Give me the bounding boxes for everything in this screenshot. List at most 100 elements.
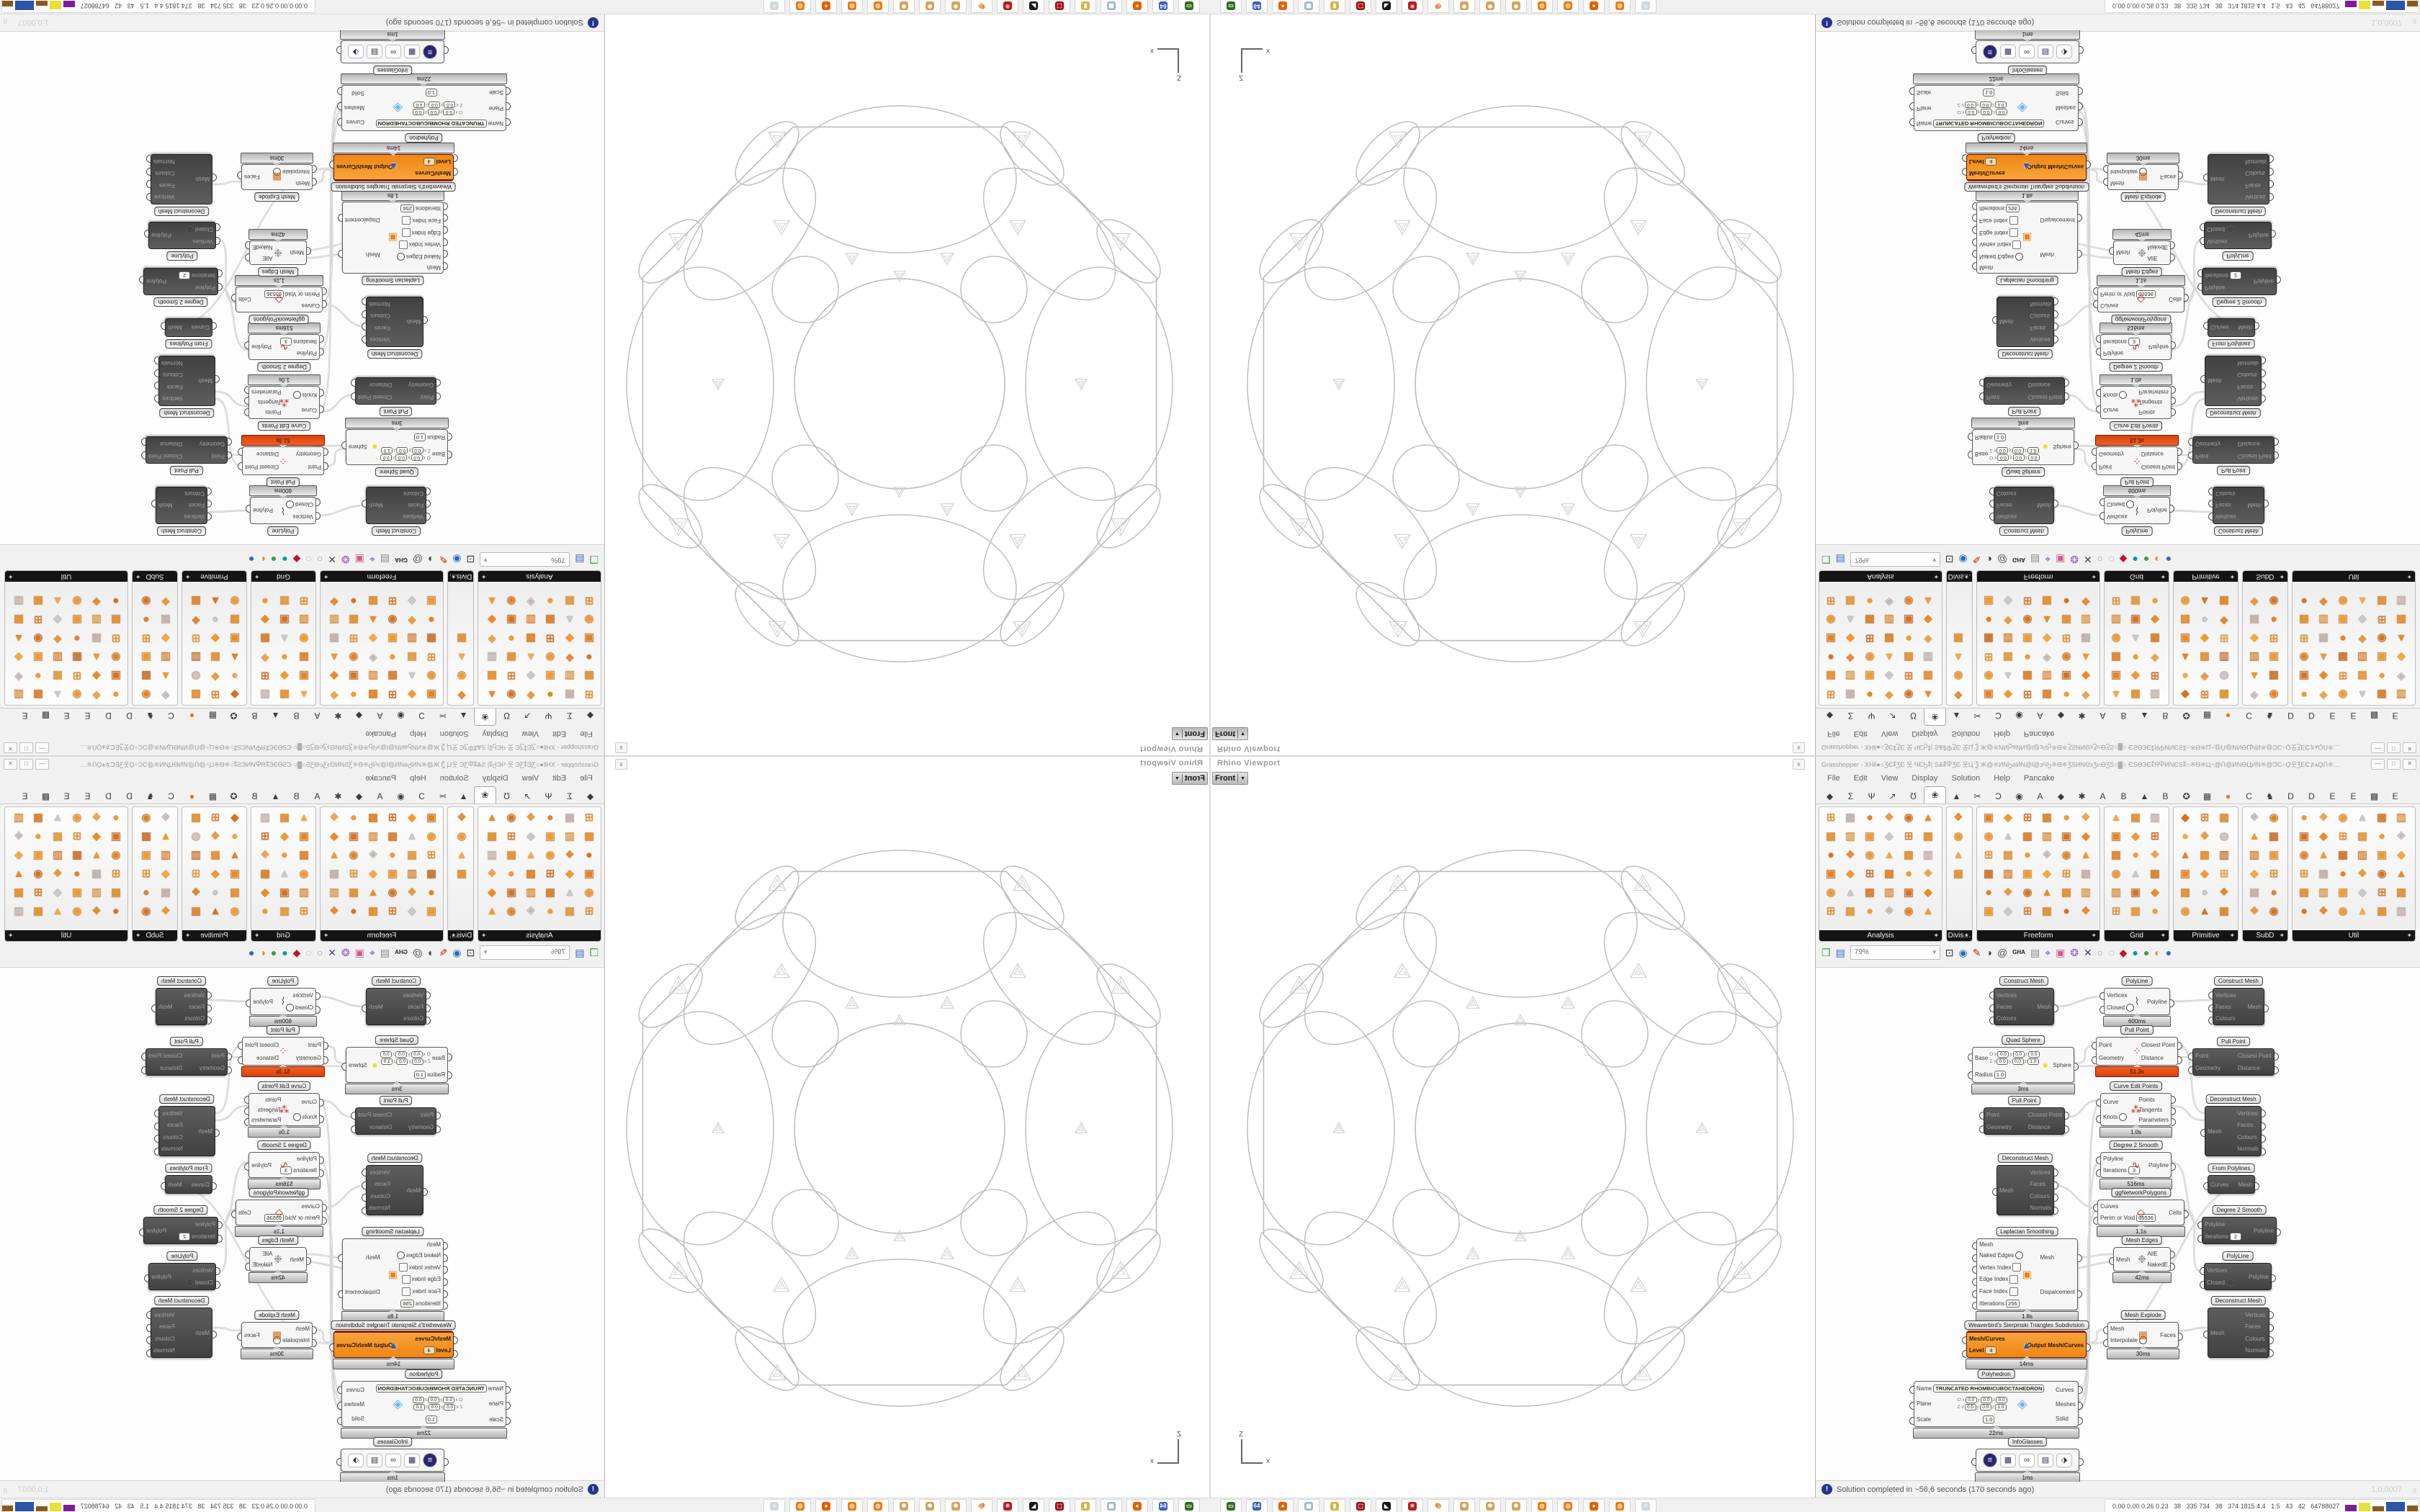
component-icon[interactable]: ▥: [2218, 651, 2230, 663]
component-icon[interactable]: ⊞: [2338, 830, 2348, 842]
ribbon-tab-4[interactable]: Ʊ: [503, 791, 510, 801]
component-icon[interactable]: ▦: [279, 811, 290, 824]
component-icon[interactable]: ❖: [1923, 632, 1933, 644]
preview-mode-icon[interactable]: ◑: [428, 554, 434, 566]
infoglasses-icon[interactable]: ∞: [2019, 45, 2035, 59]
component-icon[interactable]: ◉: [299, 868, 309, 880]
display-blue-icon[interactable]: ●: [248, 946, 255, 958]
component-icon[interactable]: ▲: [1922, 688, 1934, 701]
node-name-capsule[interactable]: Pull Point: [266, 1025, 300, 1035]
node-name-capsule[interactable]: Deconstruct Mesh: [367, 349, 423, 359]
node-name-capsule[interactable]: ggNetworkPolygons: [248, 315, 310, 324]
component-icon[interactable]: ▦: [1903, 651, 1914, 663]
idea-icon[interactable]: ❂: [2070, 946, 2079, 958]
gh-node-construct-mesh-2[interactable]: Construct Mesh Vertices Faces Colours Mesh: [151, 487, 212, 536]
gh-node-pull-point-mid[interactable]: Pull Point Point Geometry Closest Point Dist…: [238, 1025, 328, 1077]
component-icon[interactable]: ▩: [328, 632, 340, 644]
component-icon[interactable]: ▦: [506, 849, 517, 861]
component-icon[interactable]: ◆: [53, 613, 62, 626]
component-icon[interactable]: ◉: [426, 670, 436, 682]
output-port[interactable]: [2079, 1401, 2083, 1410]
component-icon[interactable]: ▲: [525, 849, 537, 861]
component-icon[interactable]: ❖: [1884, 811, 1894, 824]
ribbon-tab-18[interactable]: ▦: [208, 711, 218, 721]
component-icon[interactable]: ▲: [1922, 905, 1934, 917]
component-icon[interactable]: ▩: [279, 905, 290, 917]
component-icon[interactable]: ◉: [2111, 868, 2121, 880]
ribbon-tab-4[interactable]: Ʊ: [1910, 711, 1917, 721]
gh-node-polyhedron[interactable]: Polyhedron Name TRUNCATED RHOMBICUBOCTAHED…: [1909, 73, 2083, 143]
component-icon[interactable]: ❖: [2219, 613, 2229, 626]
gh-node-polyline-right[interactable]: PolyLine Vertices Closed Polyline: [144, 1251, 220, 1290]
component-icon[interactable]: ⊞: [2061, 632, 2071, 644]
component-icon[interactable]: ◉: [1904, 595, 1914, 607]
ribbon-tab-26[interactable]: ▩: [41, 791, 50, 801]
component-icon[interactable]: ●: [1866, 905, 1873, 917]
component-icon[interactable]: ▩: [2218, 811, 2230, 824]
component-icon[interactable]: ▲: [2249, 830, 2260, 842]
component-icon[interactable]: ❖: [2357, 868, 2367, 880]
capture-tool-icon[interactable]: ▭: [1220, 1499, 1242, 1512]
resize-grip[interactable]: ⠿: [2, 17, 8, 24]
component-icon[interactable]: ▦: [32, 811, 44, 824]
component-icon[interactable]: ▩: [298, 849, 310, 861]
save-file-icon[interactable]: ▤: [575, 554, 585, 566]
zoom-extents-icon[interactable]: ⊡: [1945, 946, 1954, 958]
component-icon[interactable]: ❖: [526, 905, 536, 917]
gh-node-from-polylines[interactable]: From Polylines Curves Mesh: [161, 318, 217, 348]
component-icon[interactable]: ▲: [1953, 651, 1964, 663]
ribbon-tab-25[interactable]: E: [2350, 791, 2357, 801]
ribbon-tab-16[interactable]: B: [2162, 791, 2169, 801]
component-icon[interactable]: ▲: [2318, 651, 2329, 663]
component-icon[interactable]: ▲: [210, 905, 221, 917]
component-icon[interactable]: ▦: [2268, 670, 2280, 682]
output-port[interactable]: [151, 1004, 156, 1012]
ribbon-group-label[interactable]: Divis… ✦: [1947, 571, 1972, 582]
component-icon[interactable]: ❖: [526, 688, 536, 701]
ribbon-tab-8[interactable]: Ɔ: [418, 791, 425, 801]
node-name-capsule[interactable]: Laplacian Smoothing: [1996, 1227, 2058, 1236]
output-port[interactable]: [231, 1210, 236, 1218]
node-name-capsule[interactable]: Mesh Edges: [257, 1236, 299, 1245]
node-name-capsule[interactable]: Laplacian Smoothing: [362, 1227, 424, 1236]
gh-node-pull-point-left[interactable]: Pull Point Point Geometry Closest Point Dist…: [351, 1096, 441, 1135]
firefox-icon[interactable]: ●: [1126, 1499, 1148, 1512]
paint-icon[interactable]: 🎨: [971, 0, 992, 13]
component-icon[interactable]: ●: [2201, 613, 2208, 626]
component-icon[interactable]: ❖: [14, 830, 24, 842]
idea-icon[interactable]: ❂: [341, 946, 350, 958]
ribbon-tab-5[interactable]: ❀: [474, 708, 496, 726]
component-icon[interactable]: ◆: [92, 830, 101, 842]
shuffle-icon[interactable]: ✕: [2084, 554, 2092, 566]
gh-node-mesh-edges[interactable]: Mesh Edges Mesh AllE NakedE ❉ 42ms: [2109, 229, 2175, 276]
ribbon-tab-21[interactable]: ♞: [2266, 711, 2274, 721]
component-icon[interactable]: ⊞: [2269, 868, 2279, 880]
ribbon-tab-12[interactable]: ✱: [334, 791, 342, 801]
output-port[interactable]: [351, 379, 355, 387]
component-icon[interactable]: ▦: [2218, 595, 2230, 607]
component-icon[interactable]: ▥: [13, 688, 24, 701]
ribbon-tab-2[interactable]: Ψ: [544, 711, 552, 721]
component-icon[interactable]: ●: [2182, 670, 2189, 682]
sketch-pen-icon[interactable]: ✎: [439, 554, 448, 566]
gh-node-laplacian-smoothing[interactable]: Laplacian Smoothing Mesh Naked Edges Vertex…: [338, 190, 448, 285]
component-icon[interactable]: ▥: [2110, 613, 2122, 626]
node-name-capsule[interactable]: Polyhedron: [1977, 133, 2015, 143]
component-icon[interactable]: ▥: [367, 830, 379, 842]
package-icon[interactable]: ▣: [2056, 946, 2066, 958]
component-icon[interactable]: ◉: [2269, 688, 2279, 701]
display-teal-icon[interactable]: ●: [282, 946, 288, 958]
notepad-icon[interactable]: ≡: [763, 1499, 785, 1512]
component-icon[interactable]: ▦: [2268, 830, 2280, 842]
component-icon[interactable]: ●: [1866, 595, 1873, 607]
component-icon[interactable]: ❖: [2200, 670, 2210, 682]
node-name-capsule[interactable]: Weaverbird's Sierpinski Triangles Subdiv…: [331, 182, 457, 192]
input-port[interactable]: [1909, 117, 1914, 126]
wire-sphere-a-icon[interactable]: ○: [2097, 946, 2104, 958]
component-icon[interactable]: ▦: [426, 868, 437, 880]
menu-item-display[interactable]: Display: [1912, 774, 1938, 783]
component-icon[interactable]: ▦: [32, 905, 44, 917]
ribbon-group-label[interactable]: Analysis ✦: [1819, 571, 1942, 582]
output-port[interactable]: [329, 1343, 333, 1351]
component-icon[interactable]: ▩: [2396, 613, 2407, 626]
